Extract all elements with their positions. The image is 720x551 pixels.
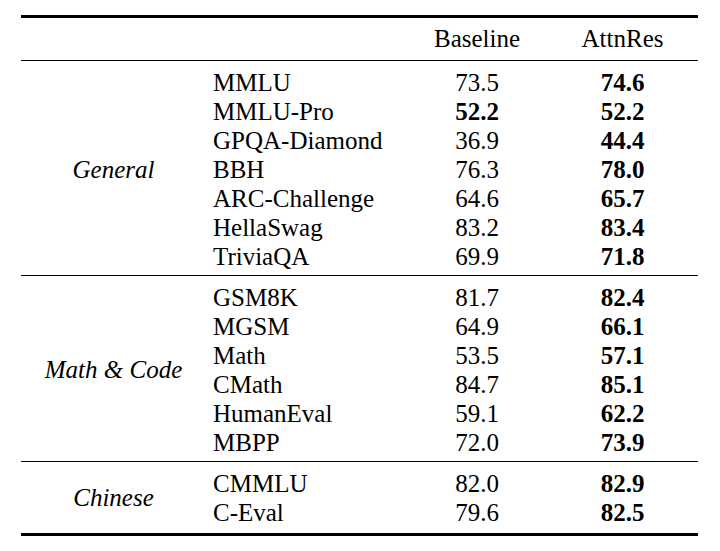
baseline-value: 76.3	[407, 156, 547, 184]
benchmark-name: Math	[206, 342, 407, 370]
baseline-value: 81.7	[407, 284, 547, 312]
attnres-value: 65.7	[547, 185, 698, 213]
table-group-general: General MMLU 73.5 74.6 MMLU-Pro 52.2 52.…	[21, 61, 698, 276]
baseline-value: 79.6	[407, 499, 547, 527]
results-table: Baseline AttnRes General MMLU 73.5 74.6 …	[21, 15, 698, 536]
table-row: CMMLU 82.0 82.9	[206, 469, 698, 498]
benchmark-name: MGSM	[206, 313, 407, 341]
attnres-value: 78.0	[547, 156, 698, 184]
attnres-value: 85.1	[547, 371, 698, 399]
table-row: ARC-Challenge 64.6 65.7	[206, 184, 698, 213]
baseline-value: 52.2	[407, 98, 547, 126]
benchmark-name: ARC-Challenge	[206, 185, 407, 213]
attnres-value: 52.2	[547, 98, 698, 126]
column-header-baseline: Baseline	[407, 25, 547, 53]
table-row: MMLU-Pro 52.2 52.2	[206, 97, 698, 126]
category-label-math-code: Math & Code	[21, 283, 206, 457]
benchmark-name: TriviaQA	[206, 243, 407, 271]
table-group-math-code: Math & Code GSM8K 81.7 82.4 MGSM 64.9 66…	[21, 276, 698, 462]
category-label-chinese: Chinese	[21, 469, 206, 527]
attnres-value: 74.6	[547, 69, 698, 97]
attnres-value: 62.2	[547, 400, 698, 428]
table-row: GPQA-Diamond 36.9 44.4	[206, 126, 698, 155]
table-header-row: Baseline AttnRes	[21, 18, 698, 61]
benchmark-name: HumanEval	[206, 400, 407, 428]
attnres-value: 82.4	[547, 284, 698, 312]
category-label-general: General	[21, 68, 206, 271]
benchmark-name: CMath	[206, 371, 407, 399]
table-row: BBH 76.3 78.0	[206, 155, 698, 184]
baseline-value: 59.1	[407, 400, 547, 428]
table-group-chinese: Chinese CMMLU 82.0 82.9 C-Eval 79.6 82.5	[21, 462, 698, 533]
baseline-value: 64.9	[407, 313, 547, 341]
benchmark-name: BBH	[206, 156, 407, 184]
table-row: HumanEval 59.1 62.2	[206, 399, 698, 428]
baseline-value: 64.6	[407, 185, 547, 213]
benchmark-name: MMLU	[206, 69, 407, 97]
table-row: MBPP 72.0 73.9	[206, 428, 698, 457]
baseline-value: 84.7	[407, 371, 547, 399]
benchmark-name: C-Eval	[206, 499, 407, 527]
group-rows: GSM8K 81.7 82.4 MGSM 64.9 66.1 Math 53.5…	[206, 283, 698, 457]
baseline-value: 73.5	[407, 69, 547, 97]
table-row: MGSM 64.9 66.1	[206, 312, 698, 341]
group-rows: CMMLU 82.0 82.9 C-Eval 79.6 82.5	[206, 469, 698, 527]
benchmark-name: HellaSwag	[206, 214, 407, 242]
table-row: CMath 84.7 85.1	[206, 370, 698, 399]
benchmark-name: MBPP	[206, 429, 407, 457]
baseline-value: 83.2	[407, 214, 547, 242]
attnres-value: 57.1	[547, 342, 698, 370]
table-row: TriviaQA 69.9 71.8	[206, 242, 698, 271]
benchmark-name: MMLU-Pro	[206, 98, 407, 126]
benchmark-name: GSM8K	[206, 284, 407, 312]
baseline-value: 82.0	[407, 470, 547, 498]
table-row: C-Eval 79.6 82.5	[206, 498, 698, 527]
paper-page: Baseline AttnRes General MMLU 73.5 74.6 …	[0, 0, 720, 551]
attnres-value: 83.4	[547, 214, 698, 242]
attnres-value: 82.9	[547, 470, 698, 498]
attnres-value: 44.4	[547, 127, 698, 155]
table-row: Math 53.5 57.1	[206, 341, 698, 370]
attnres-value: 71.8	[547, 243, 698, 271]
attnres-value: 66.1	[547, 313, 698, 341]
attnres-value: 73.9	[547, 429, 698, 457]
baseline-value: 53.5	[407, 342, 547, 370]
table-row: HellaSwag 83.2 83.4	[206, 213, 698, 242]
baseline-value: 72.0	[407, 429, 547, 457]
benchmark-name: GPQA-Diamond	[206, 127, 407, 155]
benchmark-name: CMMLU	[206, 470, 407, 498]
attnres-value: 82.5	[547, 499, 698, 527]
table-row: GSM8K 81.7 82.4	[206, 283, 698, 312]
column-header-attnres: AttnRes	[547, 25, 698, 53]
table-row: MMLU 73.5 74.6	[206, 68, 698, 97]
baseline-value: 69.9	[407, 243, 547, 271]
baseline-value: 36.9	[407, 127, 547, 155]
group-rows: MMLU 73.5 74.6 MMLU-Pro 52.2 52.2 GPQA-D…	[206, 68, 698, 271]
